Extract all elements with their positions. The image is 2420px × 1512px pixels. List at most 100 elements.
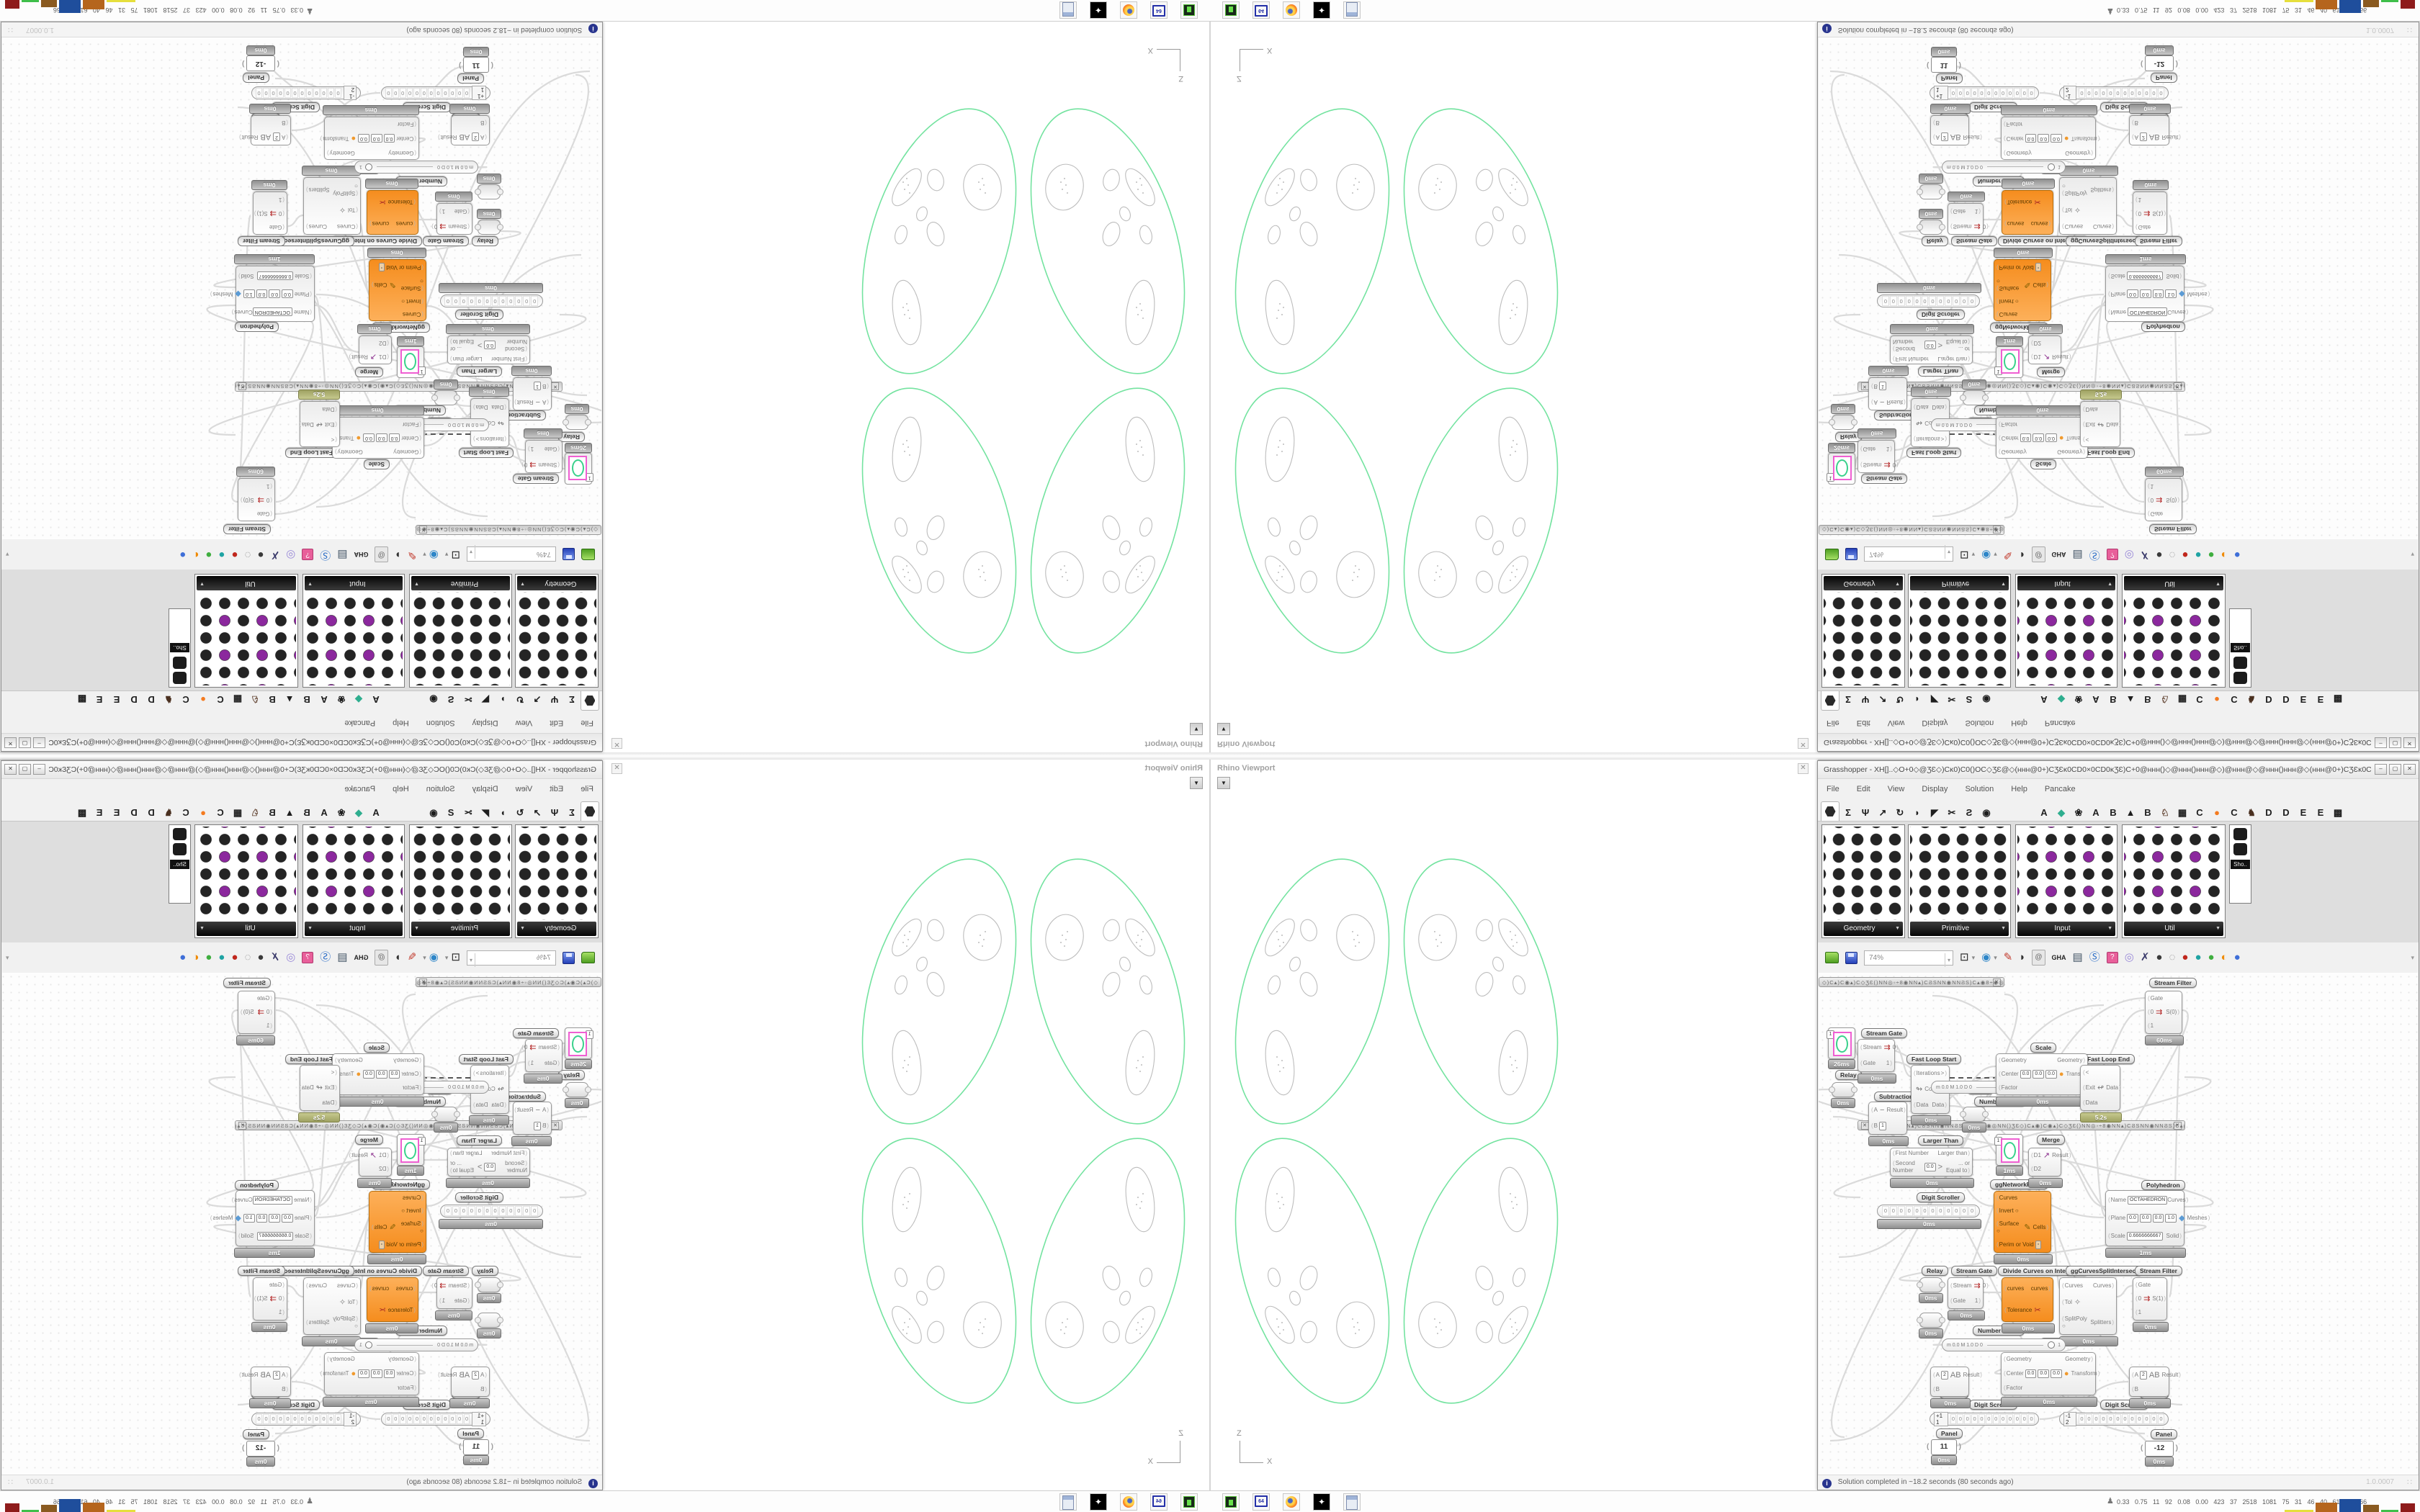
category-tab-8[interactable]: Ƨ: [447, 694, 454, 705]
component-label-scale[interactable]: Scale: [363, 459, 390, 469]
galapagos-icon[interactable]: ◎: [2124, 951, 2134, 963]
output-port[interactable]: Curves: [2093, 222, 2114, 230]
scroller-digit[interactable]: 0: [452, 296, 460, 306]
input-port[interactable]: Scale: [295, 272, 312, 279]
toolbar-end-caret-icon[interactable]: ▾: [6, 551, 9, 558]
scroller-digit[interactable]: 0: [2122, 88, 2128, 98]
scroller-digit[interactable]: 0: [1964, 1414, 1971, 1424]
relay-node[interactable]: [1963, 390, 1986, 405]
find-icon[interactable]: Ⓢ: [320, 951, 331, 963]
category-tab-2[interactable]: Ψ: [550, 694, 559, 705]
curve-param-node[interactable]: 1: [1994, 1134, 2023, 1166]
close-icon[interactable]: ✕: [551, 1122, 559, 1130]
palette-group-label[interactable]: Geometry ▼: [1824, 576, 1903, 590]
palette-group-label[interactable]: Primitive ▼: [1910, 922, 2009, 936]
canvas-zoom-level[interactable]: 74% ▾: [1864, 950, 1953, 967]
scroller-digit[interactable]: 0: [491, 1206, 499, 1216]
scroller-digit[interactable]: 0: [2093, 1414, 2099, 1424]
scroller-digit[interactable]: 0: [2014, 1414, 2021, 1424]
scroller-digit[interactable]: 0: [385, 88, 392, 98]
component-label-stream-gate[interactable]: Stream Gate: [422, 236, 469, 246]
stub-icon[interactable]: [173, 672, 187, 684]
input-port[interactable]: Center: [1999, 1071, 2019, 1078]
galapagos-icon[interactable]: ◎: [286, 951, 296, 963]
output-port[interactable]: Splitters: [306, 186, 330, 193]
category-tab-26[interactable]: E: [2317, 694, 2324, 705]
preview-off-icon[interactable]: ●: [2156, 549, 2163, 561]
input-port[interactable]: Stream: [449, 223, 470, 230]
value-chip[interactable]: 0.0: [269, 1213, 281, 1223]
preview-eye-icon[interactable]: ◉: [1981, 951, 1991, 963]
relay-node[interactable]: [478, 184, 501, 199]
gh-component[interactable]: NameOCTAHEDRONCurvesPlane0.00.00.01.0◆Me…: [2105, 266, 2208, 322]
input-port[interactable]: Iterations: [480, 1070, 506, 1077]
scroller-digit[interactable]: 0: [1905, 1206, 1913, 1216]
preview-wireframe-icon[interactable]: ◌: [244, 951, 251, 963]
menu-item-help[interactable]: Help: [2011, 719, 2027, 727]
scroller-digit[interactable]: 0: [444, 1206, 452, 1216]
minimize-button[interactable]: –: [2375, 737, 2387, 748]
category-tab-24[interactable]: D: [130, 694, 138, 705]
input-port[interactable]: B: [282, 1386, 288, 1393]
output-port[interactable]: Result: [2052, 1152, 2071, 1159]
input-port[interactable]: 1: [2148, 1022, 2154, 1030]
scroller-digit[interactable]: 0: [328, 88, 334, 98]
output-port[interactable]: Geometry: [2065, 149, 2093, 156]
component-label-larger-than[interactable]: Larger Than: [1918, 1135, 1964, 1146]
output-port[interactable]: Curves: [306, 222, 327, 230]
preview-wireframe-icon[interactable]: ◌: [2169, 951, 2176, 963]
scroller-digit[interactable]: 0: [263, 88, 269, 98]
value-chip[interactable]: 0.0: [358, 1369, 369, 1378]
scroller-digit[interactable]: 0: [467, 296, 475, 306]
scroller-digit[interactable]: 0: [1999, 1414, 2007, 1424]
output-port[interactable]: Geometry: [2057, 448, 2085, 455]
scroller-digit[interactable]: 0: [2021, 88, 2028, 98]
output-port[interactable]: Data: [2106, 1084, 2121, 1092]
gh-component[interactable]: CurvesCurvesTol✧SplitPoly ○Splitters: [2059, 177, 2117, 235]
input-port[interactable]: Gate: [454, 208, 470, 215]
input-port[interactable]: A: [1933, 134, 1940, 141]
category-tab-12[interactable]: ❀: [337, 694, 346, 705]
viewport-close-icon[interactable]: ✕: [611, 763, 622, 774]
component-label-fast-loop-start[interactable]: Fast Loop Start: [458, 1054, 514, 1064]
caret-icon[interactable]: ▾: [423, 551, 426, 558]
palette-icon-grid[interactable]: [305, 592, 403, 685]
output-port[interactable]: S(1): [2152, 210, 2166, 217]
component-label-stream-filter[interactable]: Stream Filter: [2135, 1266, 2182, 1276]
preview-wireframe-icon[interactable]: ◌: [244, 549, 251, 561]
output-port[interactable]: >: [473, 1070, 480, 1077]
scroller-digit[interactable]: 0: [2093, 88, 2099, 98]
gh-component[interactable]: A2ABResultB: [441, 115, 490, 145]
input-port[interactable]: A: [542, 399, 549, 406]
viewport-dropdown-button[interactable]: ▼: [1190, 777, 1203, 789]
input-port[interactable]: Geometry: [393, 448, 421, 455]
output-port[interactable]: 1: [1886, 1060, 1892, 1067]
rhino-viewport-panel[interactable]: Rhino Viewport ▼ ✕ Z X: [602, 760, 1210, 1490]
value-chip[interactable]: ▫: [378, 263, 385, 271]
category-tab-21[interactable]: C: [2231, 807, 2238, 818]
input-port[interactable]: D1: [2031, 1152, 2041, 1159]
category-tab-17[interactable]: ♘: [2161, 694, 2169, 705]
sketch-tool-icon[interactable]: ✎: [407, 549, 417, 561]
menu-item-display[interactable]: Display: [472, 719, 498, 727]
gh-component[interactable]: D1↗ResultD2: [351, 336, 392, 364]
node-canvas[interactable]: ✕ ◇)C▴)C◉▴)C◇ƷƐ()ΝΝ◎◦÷8◉ΝΝ▴)CϨSΝΝ◉ΝΝϨS)C▴…: [2, 35, 601, 539]
category-tab-2[interactable]: Ψ: [550, 807, 559, 818]
scroller-digit[interactable]: 0: [299, 1414, 305, 1424]
value-chip[interactable]: 0.0: [1924, 1163, 1936, 1171]
input-port[interactable]: Data: [322, 1099, 337, 1107]
category-tab-18[interactable]: ▦: [233, 807, 243, 818]
input-port[interactable]: A: [282, 134, 288, 141]
scroller-digit[interactable]: 0: [1960, 1206, 1968, 1216]
gha-loader-icon[interactable]: GHA: [354, 954, 369, 961]
open-file-icon[interactable]: [581, 952, 595, 963]
caret-icon[interactable]: ▾: [1994, 551, 1997, 558]
relay-node[interactable]: [478, 1277, 501, 1292]
caret-icon[interactable]: ▾: [423, 954, 426, 961]
scroller-digit[interactable]: 0: [399, 1414, 406, 1424]
scroller-digit[interactable]: 0: [421, 1414, 428, 1424]
